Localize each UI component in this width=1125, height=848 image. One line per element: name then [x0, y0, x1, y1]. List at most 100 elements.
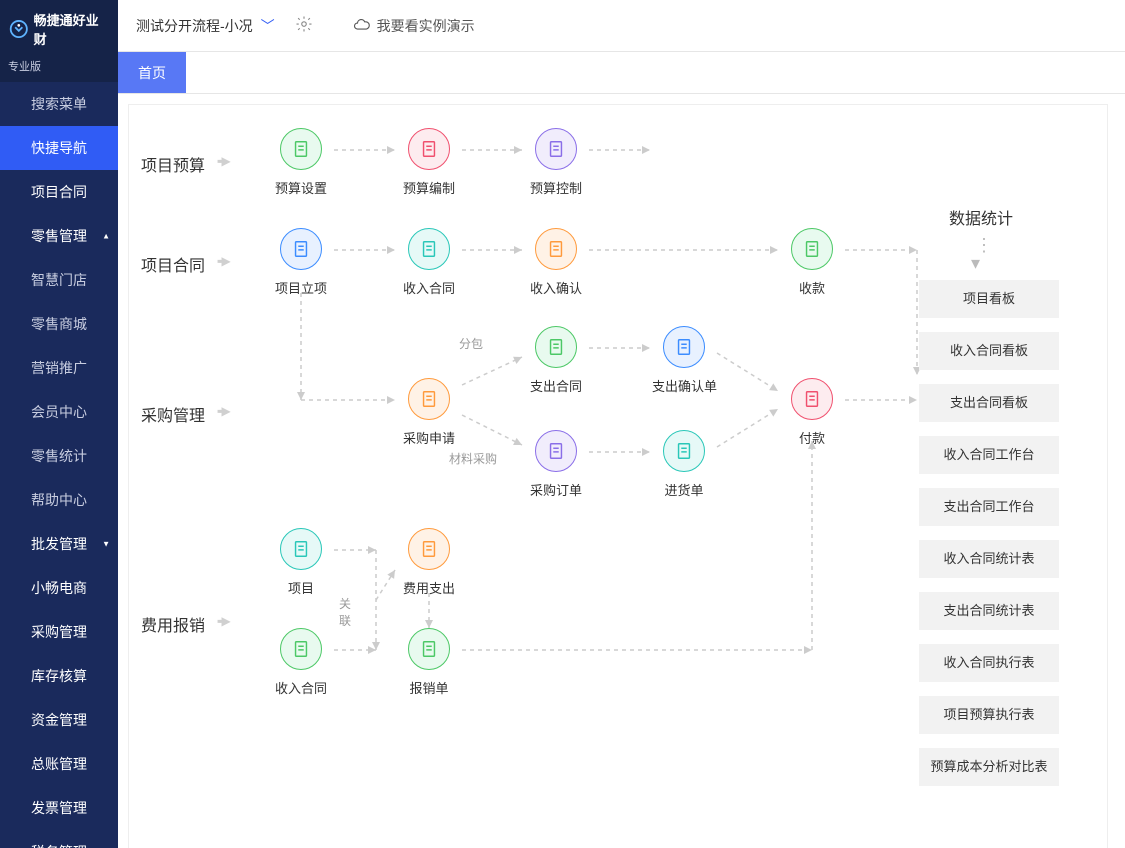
nav-item-7[interactable]: 资金管理 [0, 698, 118, 742]
nav-item-8[interactable]: 总账管理 [0, 742, 118, 786]
node-icon [408, 378, 450, 420]
node-icon [280, 528, 322, 570]
nav-item-10[interactable]: 税务管理 [0, 830, 118, 848]
flow-node-exp_out[interactable]: 费用支出 [397, 528, 461, 597]
row-label: 项目预算 [141, 152, 205, 176]
stats-button[interactable]: 收入合同执行表 [919, 644, 1059, 682]
flow-node-income_cont[interactable]: 收入合同 [397, 228, 461, 297]
sub-nav-item-2-2[interactable]: 营销推广 [0, 346, 118, 390]
flow-node-budget_set[interactable]: 预算设置 [269, 128, 333, 197]
sub-nav-item-2-4[interactable]: 零售统计 [0, 434, 118, 478]
link-label: 关 联 [339, 595, 351, 629]
node-label: 收入合同 [397, 278, 461, 297]
stats-button[interactable]: 收入合同看板 [919, 332, 1059, 370]
node-icon [408, 628, 450, 670]
node-label: 付款 [780, 428, 844, 447]
nav-item-6[interactable]: 库存核算 [0, 654, 118, 698]
flow-node-income_cont2[interactable]: 收入合同 [269, 628, 333, 697]
node-icon [280, 628, 322, 670]
node-label: 预算控制 [524, 178, 588, 197]
chevron-down-icon[interactable]: ﹀ [261, 16, 275, 36]
sub-nav-item-2-0[interactable]: 智慧门店 [0, 258, 118, 302]
nav-item-2[interactable]: 零售管理▲ [0, 214, 118, 258]
link-label: 分包 [459, 335, 483, 352]
row-arrow-icon: ▪▪▶ [217, 154, 229, 168]
demo-link[interactable]: 我要看实例演示 [353, 16, 475, 36]
flow-node-goods_in[interactable]: 进货单 [652, 430, 716, 499]
node-icon [535, 128, 577, 170]
node-label: 进货单 [652, 480, 716, 499]
node-label: 项目立项 [269, 278, 333, 297]
node-label: 支出合同 [524, 376, 588, 395]
flow-node-purch_req[interactable]: 采购申请 [397, 378, 461, 447]
stats-button[interactable]: 收入合同统计表 [919, 540, 1059, 578]
node-icon [791, 228, 833, 270]
node-icon [408, 528, 450, 570]
flow-node-purch_order[interactable]: 采购订单 [524, 430, 588, 499]
node-icon [535, 326, 577, 368]
canvas: 项目预算▪▪▶项目合同▪▪▶采购管理▪▪▶费用报销▪▪▶预算设置预算编制预算控制… [118, 94, 1125, 848]
node-label: 收入确认 [524, 278, 588, 297]
cloud-icon [353, 17, 371, 35]
tab-home[interactable]: 首页 [118, 52, 186, 93]
node-icon [535, 430, 577, 472]
row-arrow-icon: ▪▪▶ [217, 614, 229, 628]
node-label: 预算编制 [397, 178, 461, 197]
flow-node-budget_ctrl[interactable]: 预算控制 [524, 128, 588, 197]
stats-button[interactable]: 收入合同工作台 [919, 436, 1059, 474]
stats-button[interactable]: 支出合同工作台 [919, 488, 1059, 526]
flow-node-exp_cont[interactable]: 支出合同 [524, 326, 588, 395]
nav-item-5[interactable]: 采购管理 [0, 610, 118, 654]
node-icon [663, 326, 705, 368]
row-label: 费用报销 [141, 612, 205, 636]
node-icon [280, 228, 322, 270]
row-arrow-icon: ▪▪▶ [217, 404, 229, 418]
node-label: 支出确认单 [652, 376, 716, 395]
flow-node-receipt[interactable]: 收款 [780, 228, 844, 297]
stats-button[interactable]: 支出合同统计表 [919, 592, 1059, 630]
content-area: 测试分开流程-小况 ﹀ 我要看实例演示 首页 项目预算▪▪▶项目合同▪▪▶采购管… [118, 0, 1125, 848]
node-icon [408, 228, 450, 270]
brand-name: 畅捷通好业财 [34, 10, 110, 48]
sub-nav-item-2-5[interactable]: 帮助中心 [0, 478, 118, 522]
nav-item-3[interactable]: 批发管理▼ [0, 522, 118, 566]
sidebar: 畅捷通好业财 专业版 搜索菜单 快捷导航项目合同零售管理▲智慧门店零售商城营销推… [0, 0, 118, 848]
nav-item-4[interactable]: 小畅电商 [0, 566, 118, 610]
row-arrow-icon: ▪▪▶ [217, 254, 229, 268]
nav-item-9[interactable]: 发票管理 [0, 786, 118, 830]
nav-item-0[interactable]: 快捷导航 [0, 126, 118, 170]
flow-node-proj[interactable]: 项目 [269, 528, 333, 597]
brand-logo: 畅捷通好业财 [0, 0, 118, 58]
node-label: 采购订单 [524, 480, 588, 499]
stats-button[interactable]: 预算成本分析对比表 [919, 748, 1059, 786]
gear-icon[interactable] [295, 15, 313, 36]
search-menu[interactable]: 搜索菜单 [0, 82, 118, 126]
node-icon [791, 378, 833, 420]
link-label: 材料采购 [449, 450, 497, 467]
sub-nav-item-2-3[interactable]: 会员中心 [0, 390, 118, 434]
node-label: 收款 [780, 278, 844, 297]
node-label: 报销单 [397, 678, 461, 697]
arrow-icon: ▲ [102, 232, 110, 241]
nav-item-1[interactable]: 项目合同 [0, 170, 118, 214]
flow-node-income_conf[interactable]: 收入确认 [524, 228, 588, 297]
tab-bar: 首页 [118, 52, 1125, 94]
node-label: 收入合同 [269, 678, 333, 697]
flow-node-payment[interactable]: 付款 [780, 378, 844, 447]
flow-node-budget_make[interactable]: 预算编制 [397, 128, 461, 197]
stats-title: 数据统计 [949, 205, 1013, 229]
node-label: 预算设置 [269, 178, 333, 197]
flow-node-reimb[interactable]: 报销单 [397, 628, 461, 697]
node-icon [663, 430, 705, 472]
sub-nav-item-2-1[interactable]: 零售商城 [0, 302, 118, 346]
flow-node-exp_conf[interactable]: 支出确认单 [652, 326, 716, 395]
flow-node-proj_init[interactable]: 项目立项 [269, 228, 333, 297]
stats-button[interactable]: 项目预算执行表 [919, 696, 1059, 734]
stats-button[interactable]: 支出合同看板 [919, 384, 1059, 422]
brand-icon [8, 18, 30, 40]
node-label: 费用支出 [397, 578, 461, 597]
node-icon [280, 128, 322, 170]
stats-button[interactable]: 项目看板 [919, 280, 1059, 318]
stats-arrow-icon: ▾ [971, 253, 980, 274]
workflow-name[interactable]: 测试分开流程-小况 [136, 16, 253, 36]
